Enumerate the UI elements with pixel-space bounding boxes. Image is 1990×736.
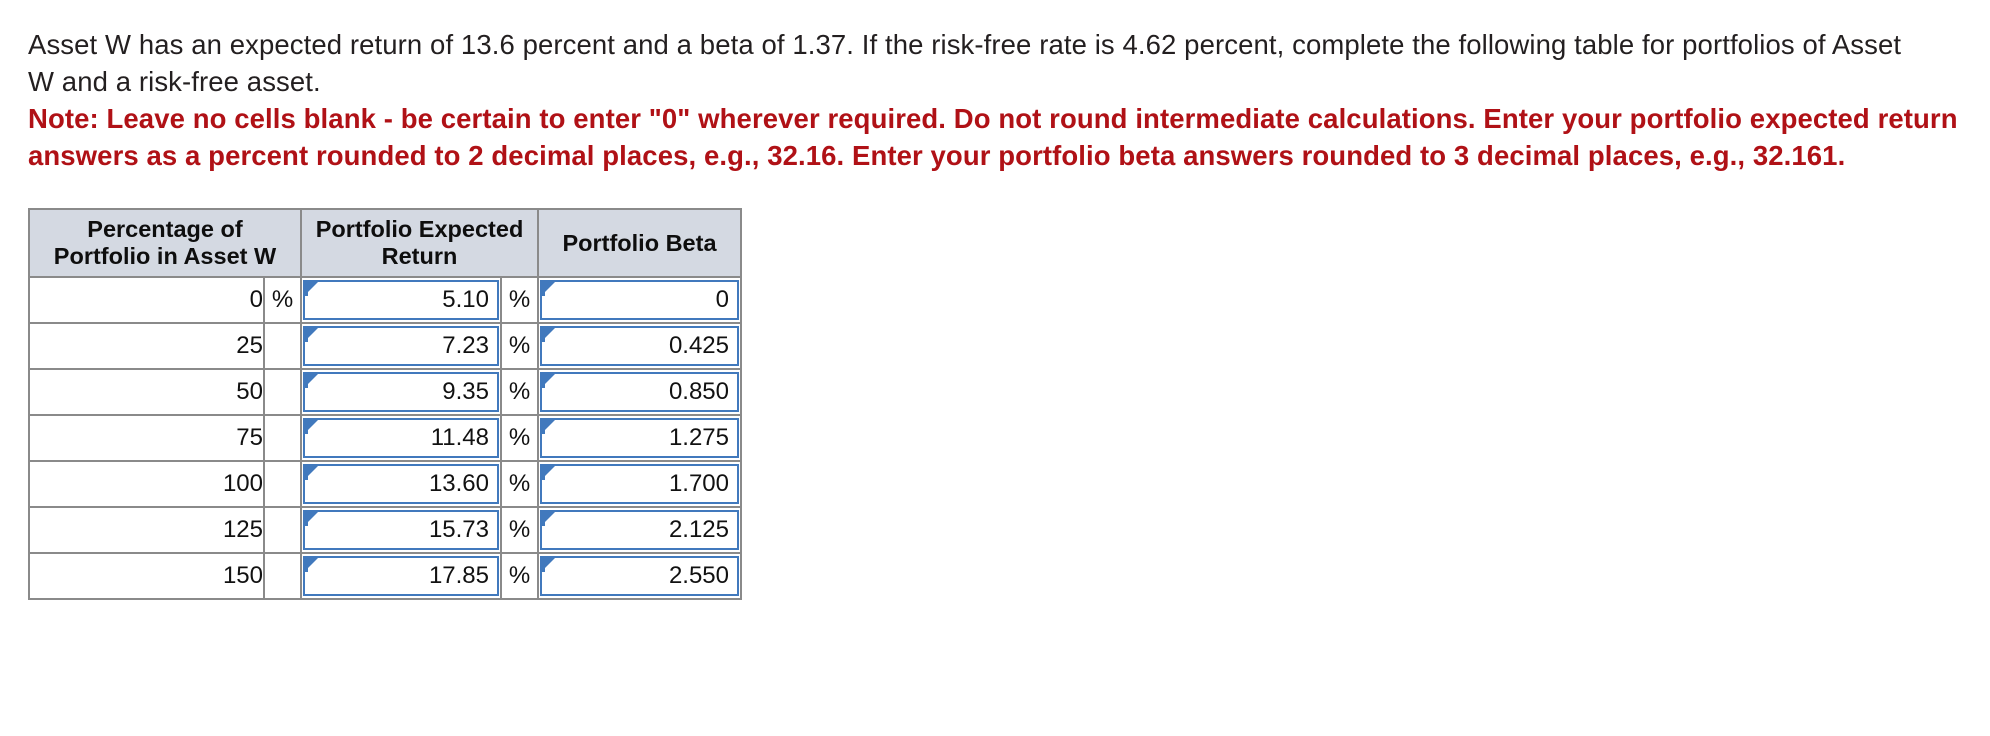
answer-flag-icon [305, 420, 308, 434]
portfolio-beta-cell: 1.700 [537, 460, 742, 508]
portfolio-beta-cell: 0 [537, 276, 742, 324]
portfolio-table: Percentage of Portfolio in Asset W Portf… [28, 208, 742, 600]
answer-flag-icon [305, 374, 308, 388]
answer-flag-icon [542, 374, 545, 388]
percentage-unit-cell [263, 322, 302, 370]
expected-return-cell: 9.35 [300, 368, 502, 416]
answer-flag-icon [305, 558, 308, 572]
answer-flag-icon [305, 512, 308, 526]
answer-flag-icon [542, 466, 545, 480]
answer-flag-icon [305, 282, 308, 296]
worksheet-page: Asset W has an expected return of 13.6 p… [28, 26, 1990, 600]
table-header: Percentage of Portfolio in Asset W Portf… [28, 208, 742, 278]
percentage-value-cell: 150 [28, 552, 265, 600]
answer-flag-icon [542, 328, 545, 342]
expected-return-unit-cell: % [500, 368, 539, 416]
header-portfolio-expected-return: Portfolio Expected Return [300, 208, 539, 278]
table-header-row: Percentage of Portfolio in Asset W Portf… [28, 208, 742, 278]
question-line-2: portfolios of Asset W and a risk-free as… [28, 29, 1902, 97]
expected-return-cell: 5.10 [300, 276, 502, 324]
portfolio-beta-input[interactable]: 0.425 [540, 326, 739, 366]
header-percentage-in-asset-w: Percentage of Portfolio in Asset W [28, 208, 302, 278]
portfolio-beta-input[interactable]: 1.700 [540, 464, 739, 504]
expected-return-cell: 15.73 [300, 506, 502, 554]
percentage-value-cell: 100 [28, 460, 265, 508]
answer-flag-icon [542, 282, 545, 296]
portfolio-beta-input[interactable]: 0.850 [540, 372, 739, 412]
table-row: 25 7.23% 0.425 [28, 322, 742, 370]
portfolio-beta-cell: 0.850 [537, 368, 742, 416]
expected-return-input[interactable]: 15.73 [303, 510, 499, 550]
answer-flag-icon [305, 328, 308, 342]
portfolio-beta-input[interactable]: 1.275 [540, 418, 739, 458]
expected-return-input[interactable]: 5.10 [303, 280, 499, 320]
table-row: 75 11.48% 1.275 [28, 414, 742, 462]
expected-return-cell: 11.48 [300, 414, 502, 462]
table-row: 100 13.60% 1.700 [28, 460, 742, 508]
expected-return-input[interactable]: 7.23 [303, 326, 499, 366]
expected-return-input[interactable]: 9.35 [303, 372, 499, 412]
percentage-value-cell: 0 [28, 276, 265, 324]
expected-return-unit-cell: % [500, 506, 539, 554]
expected-return-input[interactable]: 17.85 [303, 556, 499, 596]
table-body: 0% 5.10% 0 25 7.23% 0.425 50 9.35% 0.850 75 11.48%… [28, 276, 742, 600]
expected-return-cell: 17.85 [300, 552, 502, 600]
table-row: 0% 5.10% 0 [28, 276, 742, 324]
expected-return-input[interactable]: 11.48 [303, 418, 499, 458]
answer-flag-icon [542, 512, 545, 526]
percentage-unit-cell [263, 460, 302, 508]
table-row: 150 17.85% 2.550 [28, 552, 742, 600]
portfolio-beta-input[interactable]: 2.125 [540, 510, 739, 550]
note-text: Note: Leave no cells blank - be certain … [28, 103, 1958, 171]
expected-return-unit-cell: % [500, 414, 539, 462]
question-text: Asset W has an expected return of 13.6 p… [28, 26, 1928, 100]
answer-flag-icon [542, 420, 545, 434]
answer-flag-icon [305, 466, 308, 480]
expected-return-cell: 7.23 [300, 322, 502, 370]
portfolio-beta-cell: 2.125 [537, 506, 742, 554]
expected-return-unit-cell: % [500, 322, 539, 370]
percentage-value-cell: 125 [28, 506, 265, 554]
portfolio-beta-cell: 2.550 [537, 552, 742, 600]
percentage-unit-cell [263, 552, 302, 600]
expected-return-unit-cell: % [500, 552, 539, 600]
percentage-unit-cell [263, 368, 302, 416]
expected-return-input[interactable]: 13.60 [303, 464, 499, 504]
expected-return-cell: 13.60 [300, 460, 502, 508]
answer-flag-icon [542, 558, 545, 572]
portfolio-beta-cell: 1.275 [537, 414, 742, 462]
expected-return-unit-cell: % [500, 460, 539, 508]
portfolio-beta-input[interactable]: 2.550 [540, 556, 739, 596]
portfolio-beta-cell: 0.425 [537, 322, 742, 370]
table-row: 50 9.35% 0.850 [28, 368, 742, 416]
portfolio-table-wrapper: Percentage of Portfolio in Asset W Portf… [28, 208, 1990, 600]
percentage-value-cell: 25 [28, 322, 265, 370]
percentage-unit-cell [263, 506, 302, 554]
percentage-value-cell: 75 [28, 414, 265, 462]
expected-return-unit-cell: % [500, 276, 539, 324]
percentage-unit-cell [263, 414, 302, 462]
percentage-value-cell: 50 [28, 368, 265, 416]
table-row: 125 15.73% 2.125 [28, 506, 742, 554]
header-portfolio-beta: Portfolio Beta [537, 208, 742, 278]
question-line-1: Asset W has an expected return of 13.6 p… [28, 29, 1675, 60]
portfolio-beta-input[interactable]: 0 [540, 280, 739, 320]
percentage-unit-cell: % [263, 276, 302, 324]
